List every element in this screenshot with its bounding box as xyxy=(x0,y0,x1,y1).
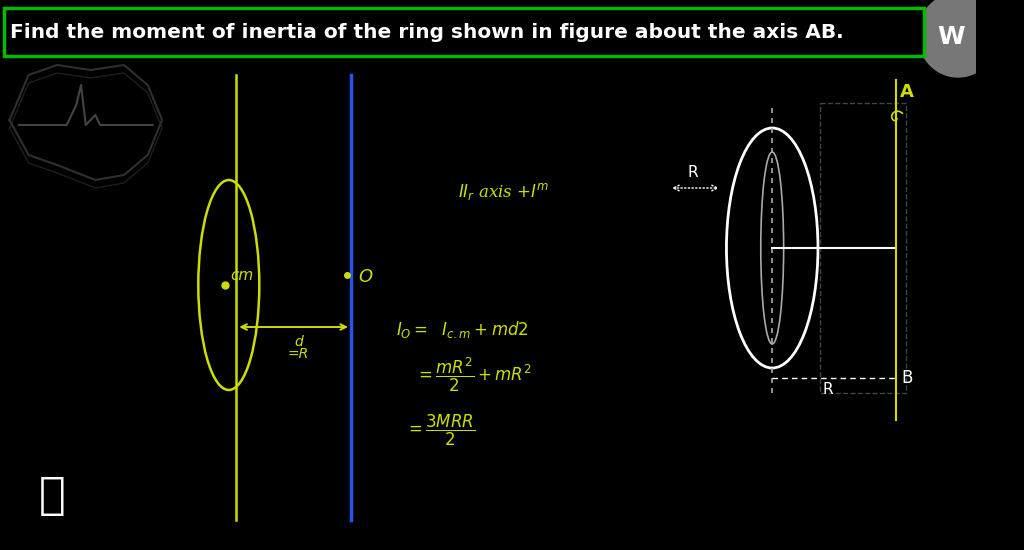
Text: ✊: ✊ xyxy=(39,474,66,516)
Text: A: A xyxy=(900,83,913,101)
Bar xyxy=(4,8,924,56)
Text: R: R xyxy=(822,382,834,397)
Bar xyxy=(820,103,905,393)
Text: $I_O=$  $I_{c.m}+md2$: $I_O=$ $I_{c.m}+md2$ xyxy=(395,320,528,340)
Text: cm: cm xyxy=(230,268,254,283)
Text: R: R xyxy=(688,165,698,180)
Text: $II_r$ axis $+I^m$: $II_r$ axis $+I^m$ xyxy=(458,182,549,202)
Circle shape xyxy=(919,0,998,77)
Text: $=\dfrac{mR^2}{2}+mR^2$: $=\dfrac{mR^2}{2}+mR^2$ xyxy=(415,356,531,394)
Text: W: W xyxy=(938,25,966,49)
Text: d: d xyxy=(294,335,303,349)
Text: B: B xyxy=(901,369,912,387)
Text: O: O xyxy=(358,268,373,286)
Text: =R: =R xyxy=(288,347,309,361)
Text: Find the moment of inertia of the ring shown in figure about the axis AB.: Find the moment of inertia of the ring s… xyxy=(9,24,843,42)
Text: $=\dfrac{3MRR}{2}$: $=\dfrac{3MRR}{2}$ xyxy=(406,412,475,448)
